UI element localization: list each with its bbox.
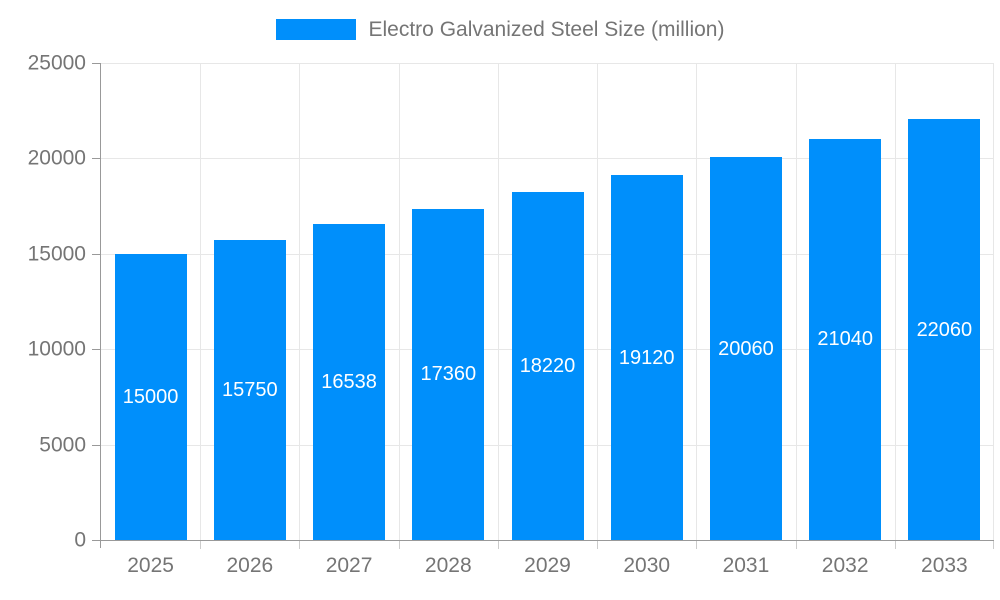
y-axis-tick [92,444,100,446]
x-gridline [894,63,896,540]
x-axis-line [92,540,994,541]
bar: 15000 [114,253,187,540]
x-gridline [200,63,202,540]
x-axis-label: 2029 [524,554,571,577]
bar: 22060 [908,119,981,540]
x-axis-tick [597,541,599,549]
bar-value-label: 18220 [519,355,576,378]
x-gridline [795,63,797,540]
x-gridline [597,63,599,540]
y-gridline [101,158,994,160]
x-gridline [497,63,499,540]
x-axis-label: 2032 [821,554,869,577]
x-axis-tick [497,541,499,549]
x-axis-label: 2025 [127,554,174,577]
y-axis-tick [92,158,100,160]
x-axis-tick [200,541,202,549]
bar-value-label: 20060 [718,337,774,360]
x-axis-label: 2033 [921,554,968,577]
bar-value-label: 22060 [916,318,973,341]
x-axis-label: 2028 [424,554,472,577]
legend-label: Electro Galvanized Steel Size (million) [368,18,725,41]
y-axis-label: 25000 [27,51,86,75]
y-axis-tick [92,540,100,541]
bar-value-label: 16538 [321,371,377,394]
x-axis-tick [398,541,400,549]
x-axis-label: 2026 [226,554,274,577]
y-axis-label: 5000 [39,433,86,457]
bar: 15750 [213,239,286,540]
legend[interactable]: Electro Galvanized Steel Size (million) [0,19,1000,40]
bar: 18220 [511,192,584,540]
plot-area: 0 5000 10000 15000 20000 25000 15000 2025 15750 2… [28,53,994,576]
x-axis-tick [993,541,994,549]
y-axis-tick [92,63,100,64]
bar-value-label: 21040 [817,328,873,351]
x-axis-tick [894,541,896,549]
y-gridline [101,63,994,64]
bar-value-label: 15750 [222,378,278,401]
bar: 16538 [313,224,386,540]
x-gridline [398,63,400,540]
y-axis-label: 0 [74,528,86,552]
x-axis-tick [299,541,301,549]
y-axis-tick [92,349,100,351]
y-axis-line [100,63,101,548]
y-axis-label: 15000 [27,242,86,266]
bar: 17360 [412,208,485,540]
x-gridline [993,63,994,540]
x-gridline [299,63,301,540]
bar-value-label: 17360 [420,363,477,386]
y-axis-label: 10000 [27,337,86,361]
bar: 21040 [809,138,882,540]
bar: 19120 [610,175,683,540]
bar: 20060 [709,157,782,540]
x-axis-tick [795,541,797,549]
x-axis-label: 2030 [623,554,671,577]
x-axis-tick [696,541,698,549]
legend-swatch-icon [275,19,356,40]
y-axis-tick [92,253,100,255]
bar-value-label: 15000 [122,385,179,408]
x-axis-label: 2027 [325,554,373,577]
x-gridline [696,63,698,540]
bar-value-label: 19120 [618,346,675,369]
y-axis-label: 20000 [27,146,86,170]
x-axis-label: 2031 [722,554,770,577]
